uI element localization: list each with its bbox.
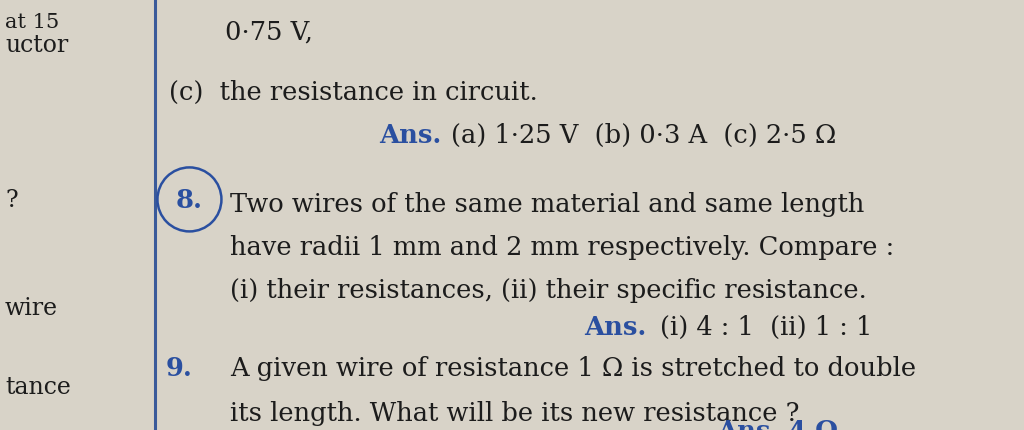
Text: ?: ? bbox=[5, 188, 17, 212]
Text: Ans.: Ans. bbox=[584, 314, 646, 339]
Text: (i) their resistances, (ii) their specific resistance.: (i) their resistances, (ii) their specif… bbox=[230, 277, 867, 302]
Text: wire: wire bbox=[5, 296, 58, 319]
Text: its length. What will be its new resistance ?: its length. What will be its new resista… bbox=[230, 400, 800, 425]
Text: Two wires of the same material and same length: Two wires of the same material and same … bbox=[230, 191, 865, 216]
Text: Ans.: Ans. bbox=[379, 123, 441, 147]
Text: (a) 1·25 V  (b) 0·3 A  (c) 2·5 Ω: (a) 1·25 V (b) 0·3 A (c) 2·5 Ω bbox=[451, 123, 836, 147]
Text: at 15: at 15 bbox=[5, 13, 59, 32]
Text: (i) 4 : 1  (ii) 1 : 1: (i) 4 : 1 (ii) 1 : 1 bbox=[660, 314, 872, 339]
Text: A given wire of resistance 1 Ω is stretched to double: A given wire of resistance 1 Ω is stretc… bbox=[230, 355, 916, 380]
Text: Ans. 4 Ω: Ans. 4 Ω bbox=[717, 418, 838, 430]
Text: 8.: 8. bbox=[176, 187, 203, 212]
Text: tance: tance bbox=[5, 375, 71, 399]
Text: 9.: 9. bbox=[166, 355, 193, 380]
Text: uctor: uctor bbox=[5, 34, 69, 57]
Text: 0·75 V,: 0·75 V, bbox=[225, 19, 313, 44]
Text: (c)  the resistance in circuit.: (c) the resistance in circuit. bbox=[169, 80, 538, 104]
Text: have radii 1 mm and 2 mm respectively. Compare :: have radii 1 mm and 2 mm respectively. C… bbox=[230, 234, 895, 259]
